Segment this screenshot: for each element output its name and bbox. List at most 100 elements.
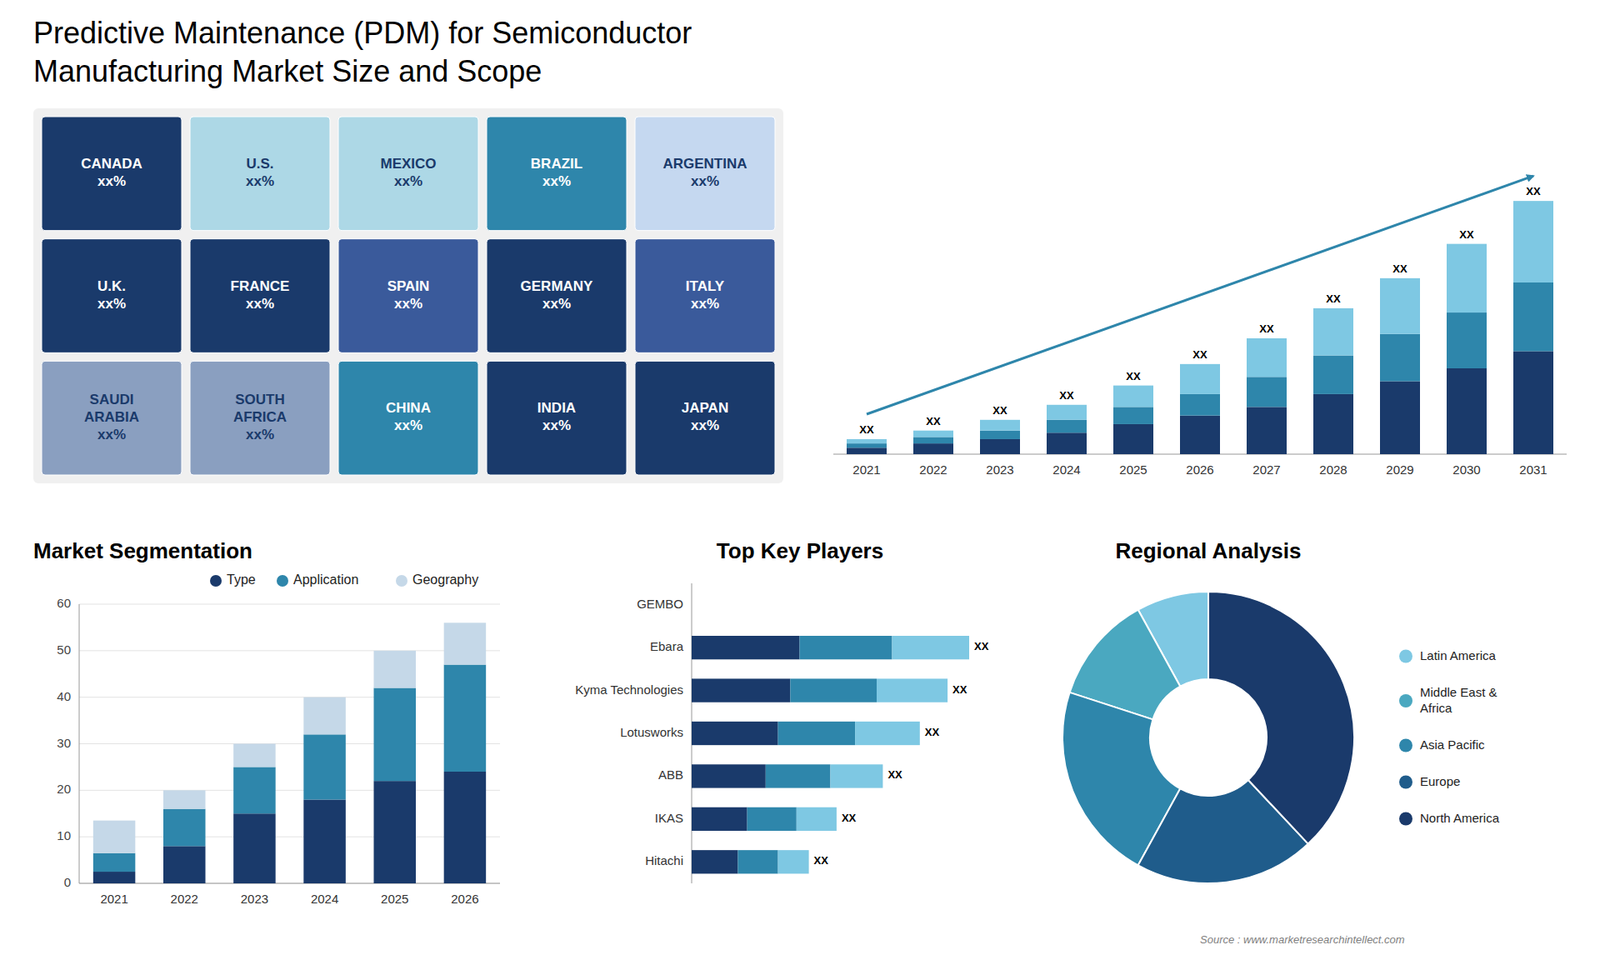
pie-chart: Regional AnalysisLatin AmericaMiddle Eas… xyxy=(1062,538,1500,884)
map-region xyxy=(41,239,182,354)
map-region xyxy=(338,116,479,231)
total-label: XX xyxy=(952,683,968,696)
bar-segment xyxy=(1113,424,1154,455)
map-label: SPAINxx% xyxy=(387,278,430,312)
bars xyxy=(691,635,970,874)
bar-segment xyxy=(303,734,346,800)
bar-segment xyxy=(980,430,1020,440)
legend-marker xyxy=(1399,694,1413,708)
total-label: XX xyxy=(974,640,990,654)
legend-label: Europe xyxy=(1420,773,1460,788)
map-label: CANADAxx% xyxy=(80,155,143,190)
total-label: XX xyxy=(992,404,1008,417)
bar-segment xyxy=(738,850,779,874)
y-tick-label: 20 xyxy=(56,781,71,796)
legend-label: Middle East &Africa xyxy=(1420,684,1498,715)
map-label: U.K.xx% xyxy=(97,278,126,312)
bar-segment xyxy=(691,593,693,617)
chart-title: Market Segmentation xyxy=(33,538,253,564)
total-label: XX xyxy=(841,811,857,825)
x-tick-label: 2025 xyxy=(380,891,409,906)
bar-segment xyxy=(790,678,877,702)
bar-segment xyxy=(1113,406,1154,425)
bar-segment xyxy=(1046,432,1087,455)
bar-chart: 2021202220232024202520262027202820292030… xyxy=(833,175,1567,477)
dashboard: Predictive Maintenance (PDM) for Semicon… xyxy=(0,0,1600,955)
grid-line xyxy=(79,883,500,885)
bar-segment xyxy=(444,771,487,884)
legend-label: North America xyxy=(1420,810,1500,825)
map-region xyxy=(190,116,330,231)
total-label: XX xyxy=(1392,262,1408,275)
map-label: MEXICOxx% xyxy=(380,155,436,190)
y-tick-label: 10 xyxy=(56,828,71,843)
bar-segment xyxy=(1246,376,1287,407)
bar-segment xyxy=(163,790,206,809)
x-tick-label: 2023 xyxy=(985,462,1014,477)
bar-segment xyxy=(1180,415,1220,455)
map-label: GERMANYxx% xyxy=(520,278,595,312)
bar-segment xyxy=(1446,244,1487,313)
bar-segment xyxy=(1246,338,1287,377)
y-tick-label: ABB xyxy=(658,767,684,782)
bar-segment xyxy=(830,764,884,788)
trend-arrow xyxy=(866,175,1534,415)
map-label: U.S.xx% xyxy=(245,155,275,190)
bars xyxy=(846,200,1554,455)
map-region xyxy=(635,239,775,354)
total-label: XX xyxy=(1259,322,1275,335)
bar-segment xyxy=(93,853,136,872)
map-label: ARGENTINAxx% xyxy=(662,155,747,190)
bar-segment xyxy=(1380,334,1420,382)
map-label: CHINAxx% xyxy=(385,400,431,435)
bar-segment xyxy=(1513,200,1554,283)
bar-segment xyxy=(846,447,887,455)
map-region xyxy=(635,116,775,231)
bar-segment xyxy=(444,665,487,772)
map-region xyxy=(338,360,479,475)
total-label: XX xyxy=(1059,389,1075,402)
bar-segment xyxy=(913,443,954,455)
x-tick-label: 2021 xyxy=(852,462,880,477)
y-tick-label: 50 xyxy=(56,642,71,657)
y-tick-label: Kyma Technologies xyxy=(575,682,684,697)
bar-segment xyxy=(691,678,790,702)
legend-marker xyxy=(1399,739,1413,753)
bar-segment xyxy=(1513,282,1554,351)
bar-segment xyxy=(1313,394,1354,455)
bar-segment xyxy=(233,744,276,768)
map-label: INDIAxx% xyxy=(537,400,576,435)
total-label: XX xyxy=(1192,348,1208,361)
total-label: XX xyxy=(1525,185,1541,198)
legend-label: Application xyxy=(293,572,359,587)
legend-label: Geography xyxy=(412,572,479,587)
total-label: XX xyxy=(887,769,903,782)
map-region xyxy=(41,116,182,231)
bar-segment xyxy=(1380,278,1420,335)
map-region xyxy=(41,360,182,475)
bar-segment xyxy=(1046,420,1087,433)
grid-line xyxy=(79,790,500,791)
bar-segment xyxy=(913,430,954,438)
total-label: XX xyxy=(925,415,941,428)
x-tick-label: 2023 xyxy=(240,891,269,906)
pie-slice xyxy=(1208,591,1355,845)
legend-marker xyxy=(210,575,222,587)
bar-segment xyxy=(691,635,800,660)
grid-line xyxy=(79,696,500,698)
grid-line xyxy=(79,604,500,605)
x-tick-label: 2026 xyxy=(1185,462,1214,477)
bar-segment xyxy=(846,439,887,444)
bar-segment xyxy=(163,845,206,884)
x-tick-label: 2028 xyxy=(1319,462,1347,477)
legend: Latin AmericaMiddle East &AfricaAsia Pac… xyxy=(1399,647,1500,825)
legend-label: Latin America xyxy=(1420,647,1497,662)
map-label: SAUDIARABIAxx% xyxy=(84,391,140,443)
map-label: SOUTHAFRICAxx% xyxy=(233,391,287,443)
y-tick-label: 0 xyxy=(64,875,71,890)
map-region xyxy=(338,239,479,354)
legend-marker xyxy=(1399,812,1413,826)
bar-segment xyxy=(691,721,779,745)
map-label: BRAZILxx% xyxy=(530,155,583,190)
bar-segment xyxy=(163,809,206,847)
